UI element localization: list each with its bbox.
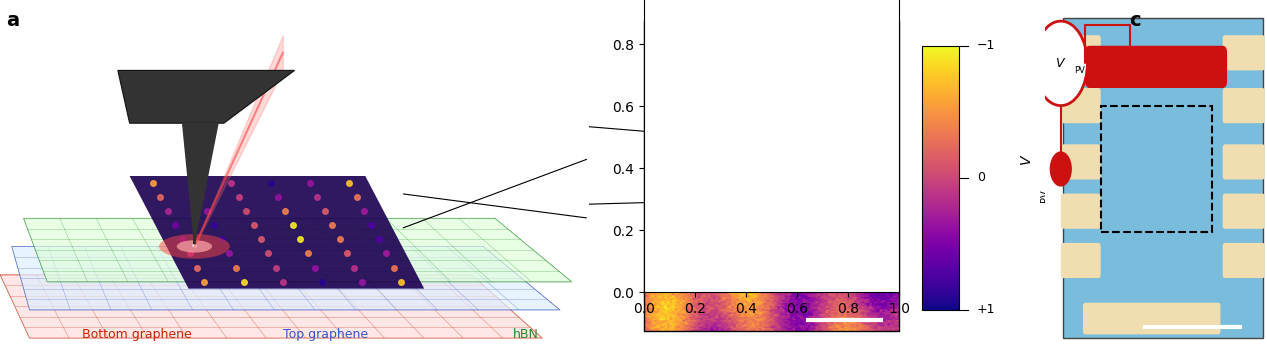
- FancyBboxPatch shape: [1060, 144, 1101, 180]
- Text: hBN: hBN: [513, 328, 538, 341]
- FancyBboxPatch shape: [1060, 243, 1101, 278]
- FancyBboxPatch shape: [1223, 35, 1264, 70]
- Text: −1: −1: [977, 39, 996, 52]
- Text: a: a: [6, 11, 19, 30]
- Circle shape: [1034, 21, 1087, 106]
- FancyBboxPatch shape: [1060, 194, 1101, 229]
- FancyBboxPatch shape: [1223, 194, 1264, 229]
- Text: c: c: [1129, 11, 1142, 30]
- Text: Bottom graphene: Bottom graphene: [82, 328, 193, 341]
- Text: $V$: $V$: [1055, 57, 1067, 70]
- FancyBboxPatch shape: [1060, 35, 1101, 70]
- Bar: [644, 21, 900, 331]
- Bar: [922, 46, 959, 310]
- FancyBboxPatch shape: [1060, 88, 1101, 123]
- Ellipse shape: [160, 234, 229, 259]
- Ellipse shape: [177, 240, 212, 253]
- Text: Top graphene: Top graphene: [283, 328, 367, 341]
- Polygon shape: [24, 218, 571, 282]
- FancyBboxPatch shape: [1223, 88, 1264, 123]
- Text: (norm.): (norm.): [1076, 155, 1088, 201]
- Text: PV: PV: [1074, 66, 1085, 75]
- Polygon shape: [0, 275, 542, 338]
- Text: 0: 0: [977, 171, 984, 184]
- Polygon shape: [129, 176, 424, 289]
- Text: +1: +1: [977, 303, 996, 316]
- Text: PV: PV: [1040, 189, 1050, 202]
- Bar: [1101, 106, 1211, 232]
- FancyBboxPatch shape: [1085, 46, 1226, 88]
- FancyBboxPatch shape: [1083, 303, 1220, 334]
- FancyBboxPatch shape: [1223, 144, 1264, 180]
- Text: b: b: [749, 11, 763, 30]
- Polygon shape: [11, 246, 560, 310]
- FancyBboxPatch shape: [1223, 243, 1264, 278]
- Polygon shape: [182, 123, 218, 243]
- Circle shape: [1049, 151, 1072, 187]
- Text: $V$: $V$: [1020, 154, 1034, 166]
- Polygon shape: [118, 70, 295, 123]
